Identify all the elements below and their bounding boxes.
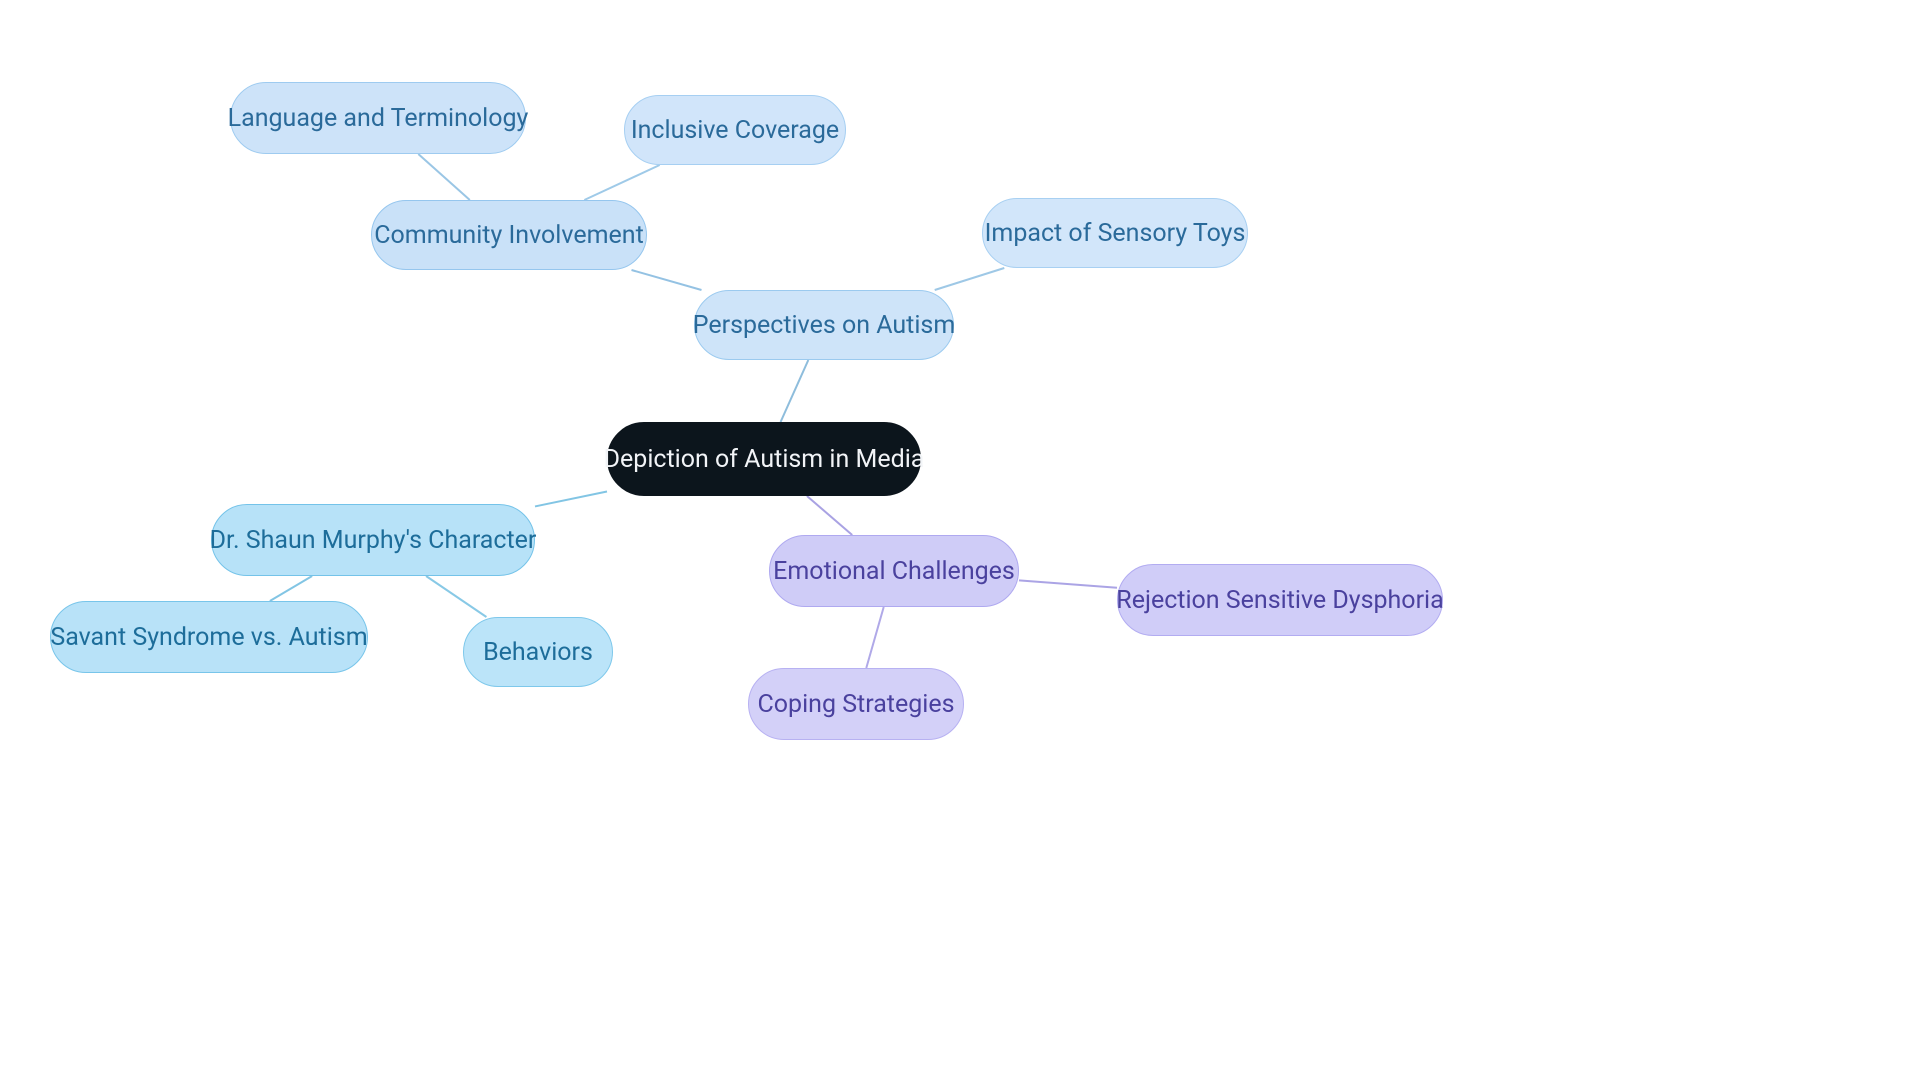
node-label: Inclusive Coverage — [631, 116, 839, 145]
edge — [426, 576, 486, 617]
edge — [584, 165, 659, 200]
node-label: Community Involvement — [374, 221, 644, 250]
mindmap-canvas: Depiction of Autism in Media Perspectives… — [0, 0, 1920, 1083]
node-label: Rejection Sensitive Dysphoria — [1116, 586, 1443, 615]
mindmap-node-root[interactable]: Depiction of Autism in Media — [607, 422, 921, 496]
edge — [535, 492, 607, 507]
mindmap-node-behaviors[interactable]: Behaviors — [463, 617, 613, 687]
node-label: Coping Strategies — [758, 690, 955, 719]
node-label: Perspectives on Autism — [693, 311, 956, 340]
node-label: Behaviors — [483, 638, 593, 667]
mindmap-node-sensory[interactable]: Impact of Sensory Toys — [982, 198, 1248, 268]
node-label: Language and Terminology — [228, 104, 529, 133]
edge — [935, 268, 1005, 290]
edge — [632, 270, 702, 290]
edge — [781, 360, 809, 422]
mindmap-node-rejection[interactable]: Rejection Sensitive Dysphoria — [1117, 564, 1443, 636]
mindmap-node-shaun[interactable]: Dr. Shaun Murphy's Character — [211, 504, 535, 576]
edge — [807, 496, 852, 535]
node-label: Depiction of Autism in Media — [604, 445, 925, 474]
node-label: Impact of Sensory Toys — [985, 219, 1246, 248]
edge — [418, 154, 470, 200]
mindmap-node-community[interactable]: Community Involvement — [371, 200, 647, 270]
edge — [866, 607, 883, 668]
mindmap-node-savant[interactable]: Savant Syndrome vs. Autism — [50, 601, 368, 673]
edge — [1019, 580, 1117, 587]
mindmap-node-language[interactable]: Language and Terminology — [230, 82, 526, 154]
mindmap-node-perspectives[interactable]: Perspectives on Autism — [694, 290, 954, 360]
node-label: Savant Syndrome vs. Autism — [50, 623, 367, 652]
mindmap-node-emotional[interactable]: Emotional Challenges — [769, 535, 1019, 607]
node-label: Dr. Shaun Murphy's Character — [210, 526, 537, 555]
node-label: Emotional Challenges — [773, 557, 1015, 586]
mindmap-node-inclusive[interactable]: Inclusive Coverage — [624, 95, 846, 165]
mindmap-node-coping[interactable]: Coping Strategies — [748, 668, 964, 740]
edge — [270, 576, 312, 601]
